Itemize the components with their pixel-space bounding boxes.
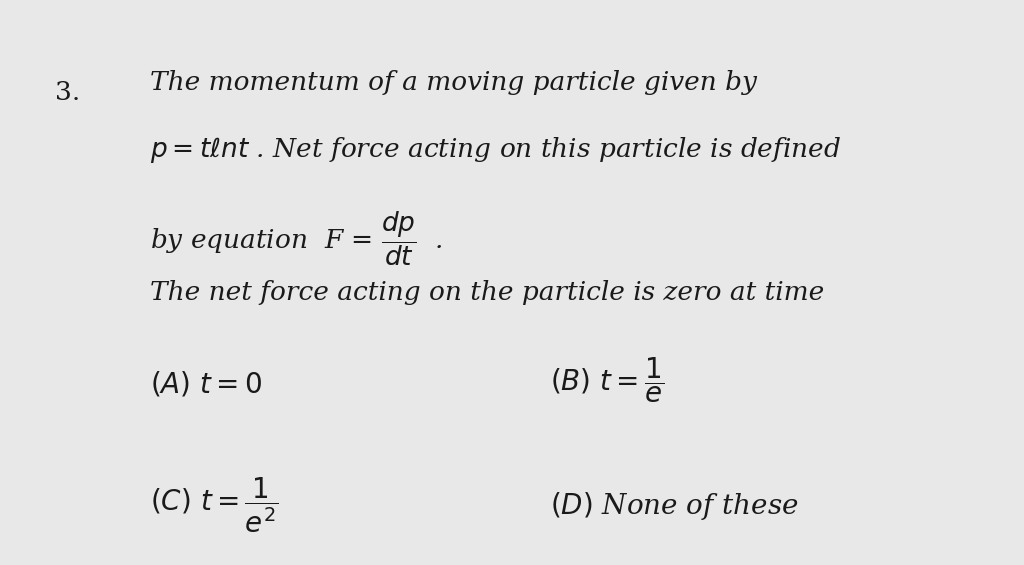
Text: The momentum of a moving particle given by: The momentum of a moving particle given … bbox=[150, 70, 757, 95]
Text: $(C)\ t = \dfrac{1}{e^2}$: $(C)\ t = \dfrac{1}{e^2}$ bbox=[150, 475, 279, 534]
Text: $(B)\ t = \dfrac{1}{e}$: $(B)\ t = \dfrac{1}{e}$ bbox=[550, 355, 665, 405]
Text: $p = t\ell nt$ . Net force acting on this particle is defined: $p = t\ell nt$ . Net force acting on thi… bbox=[150, 135, 841, 165]
Text: 3.: 3. bbox=[55, 80, 80, 105]
Text: by equation  F = $\dfrac{dp}{dt}$  .: by equation F = $\dfrac{dp}{dt}$ . bbox=[150, 210, 442, 268]
Text: $(A)\ t=0$: $(A)\ t=0$ bbox=[150, 370, 262, 399]
Text: The net force acting on the particle is zero at time: The net force acting on the particle is … bbox=[150, 280, 824, 305]
Text: $(D)$ None of these: $(D)$ None of these bbox=[550, 490, 799, 522]
